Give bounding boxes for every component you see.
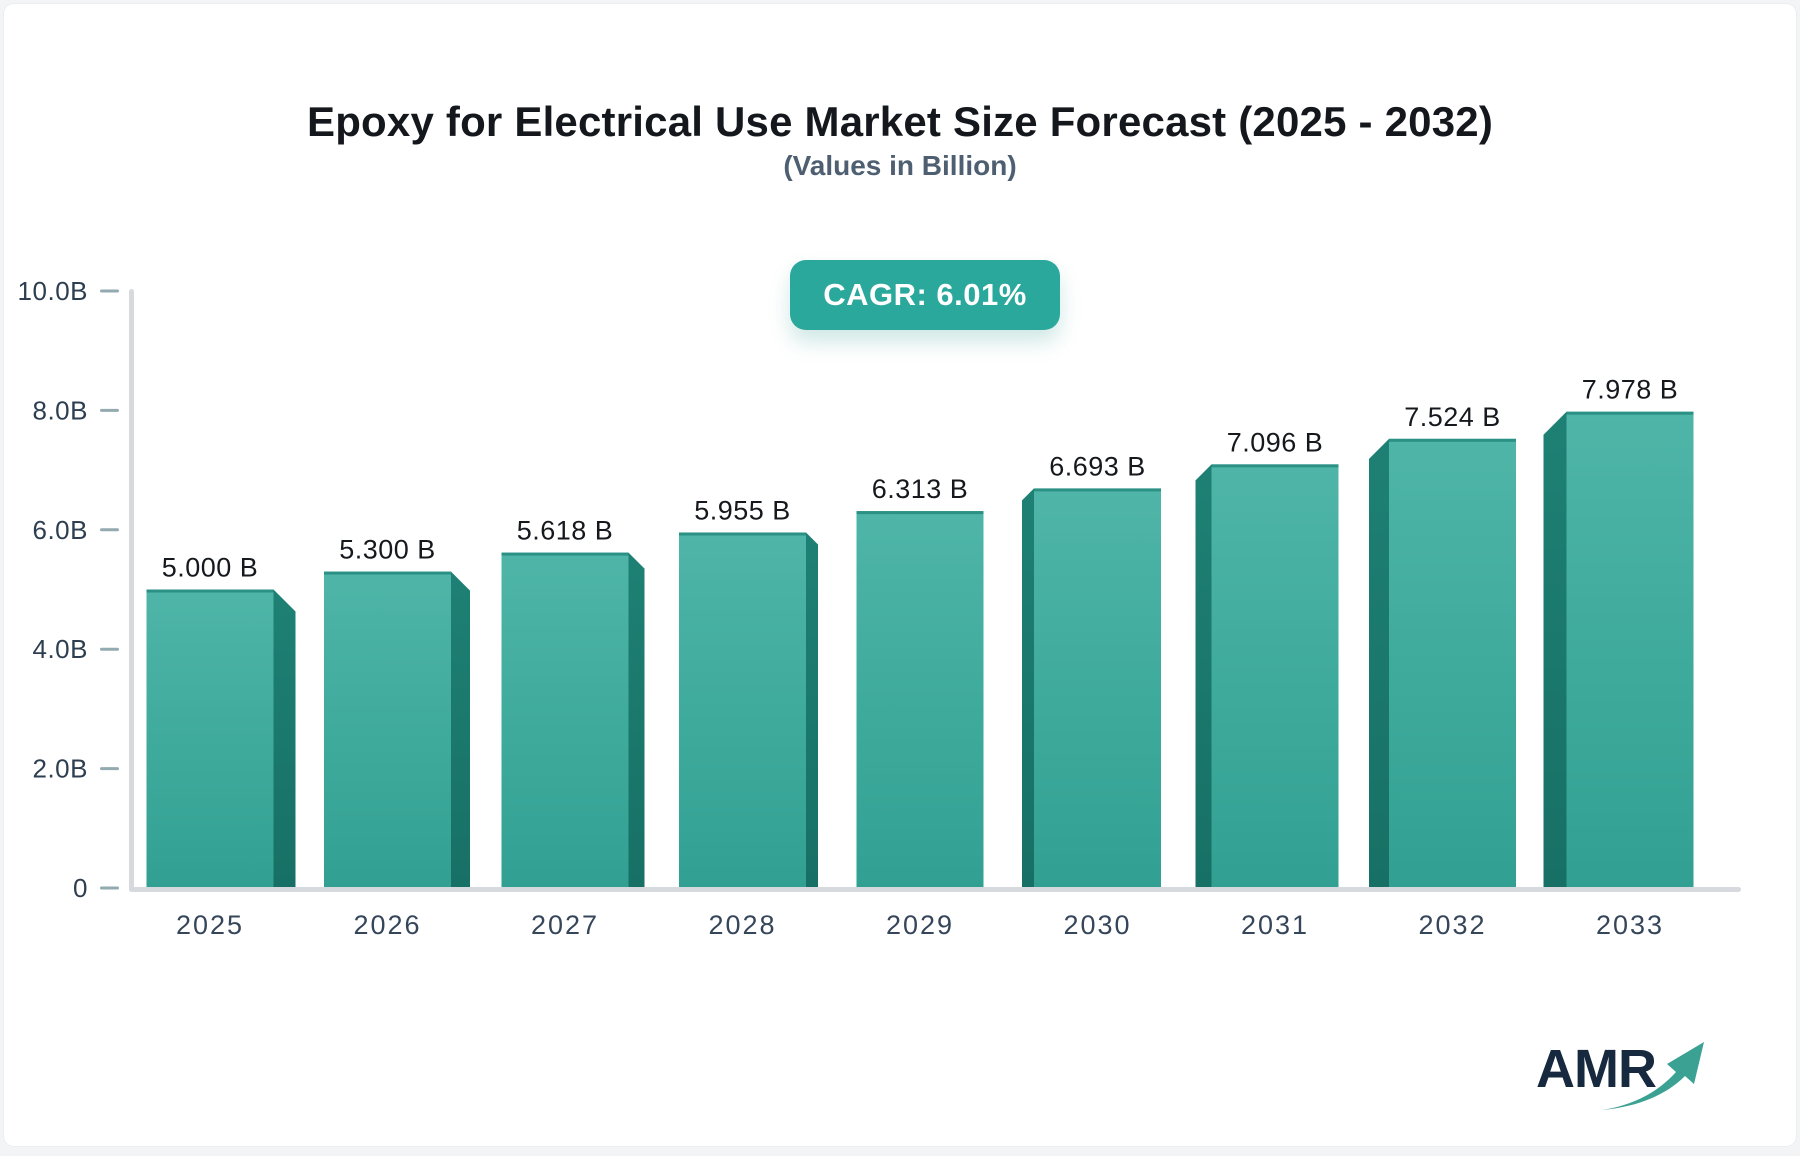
y-axis-tick — [100, 289, 119, 293]
y-tick-label: 8.0B — [33, 395, 89, 425]
bar — [324, 571, 451, 888]
bar-side-face — [1022, 488, 1034, 888]
bar — [1566, 411, 1694, 888]
bar-top-edge — [324, 571, 451, 575]
bar-side-face — [806, 532, 818, 888]
growth-arrow-icon — [1602, 1042, 1704, 1110]
x-tick-label: 2028 — [708, 910, 776, 940]
y-tick-label: 10.0B — [18, 276, 88, 306]
bar-side-face — [273, 589, 296, 888]
bar-side-face — [1195, 464, 1212, 888]
y-tick-label: 6.0B — [33, 515, 89, 545]
bar-top-edge — [1566, 411, 1694, 415]
x-tick-label: 2029 — [886, 910, 954, 940]
chart-card: Epoxy for Electrical Use Market Size For… — [4, 4, 1796, 1146]
x-tick-label: 2033 — [1596, 910, 1664, 940]
bar-value-label: 6.693 B — [1049, 451, 1146, 481]
bar-value-label: 5.000 B — [162, 553, 259, 583]
bar — [1211, 464, 1339, 888]
bar-top-edge — [501, 552, 629, 556]
bar-top-edge — [1389, 438, 1516, 442]
amr-logo: AMR — [1532, 1034, 1722, 1120]
bar-side-face — [1543, 411, 1567, 888]
cagr-badge-label: CAGR: 6.01% — [823, 277, 1027, 312]
bar-top-edge — [1211, 464, 1339, 468]
bar — [1389, 438, 1516, 888]
y-axis-line — [129, 289, 134, 892]
bar-top-edge — [679, 532, 806, 536]
chart-title: Epoxy for Electrical Use Market Size For… — [306, 98, 1493, 145]
x-tick-label: 2026 — [353, 910, 421, 940]
y-axis-tick — [100, 886, 119, 890]
bar — [679, 532, 806, 888]
bar-side-face — [628, 552, 645, 888]
bar-value-label: 5.300 B — [339, 535, 436, 565]
bar-value-label: 6.313 B — [872, 474, 969, 504]
amr-logo-text: AMR — [1536, 1039, 1657, 1099]
bar-top-edge — [146, 589, 274, 593]
x-tick-label: 2031 — [1241, 910, 1309, 940]
bar-top-edge — [856, 511, 984, 515]
x-axis-line — [129, 887, 1741, 892]
chart-subtitle: (Values in Billion) — [783, 150, 1017, 181]
x-tick-label: 2032 — [1418, 910, 1486, 940]
bar-value-label: 5.955 B — [694, 495, 791, 525]
bar — [1034, 488, 1161, 888]
bar-value-label: 7.524 B — [1404, 402, 1501, 432]
cagr-badge: CAGR: 6.01% — [790, 260, 1060, 330]
bar-value-label: 7.096 B — [1227, 427, 1324, 457]
x-tick-label: 2027 — [531, 910, 599, 940]
bar-side-face — [451, 571, 470, 888]
y-axis-tick — [100, 528, 119, 532]
bar — [501, 552, 629, 888]
bar — [856, 511, 984, 888]
bar — [146, 589, 274, 888]
bar-side-face — [1369, 438, 1389, 888]
y-tick-label: 4.0B — [33, 634, 89, 664]
y-axis-tick — [100, 767, 119, 771]
bar-value-label: 5.618 B — [517, 516, 614, 546]
bar-value-label: 7.978 B — [1582, 375, 1679, 405]
y-tick-label: 0 — [73, 873, 88, 903]
y-axis-tick — [100, 408, 119, 412]
bar-chart-canvas: 0 2.0B 4.0B 6.0B 8.0B 10.0B 5.000 B 2025 5.300 B… — [18, 276, 1741, 940]
y-tick-label: 2.0B — [33, 754, 89, 784]
x-tick-label: 2030 — [1063, 910, 1131, 940]
bar-top-edge — [1034, 488, 1161, 492]
y-axis-tick — [100, 647, 119, 651]
x-tick-label: 2025 — [176, 910, 244, 940]
